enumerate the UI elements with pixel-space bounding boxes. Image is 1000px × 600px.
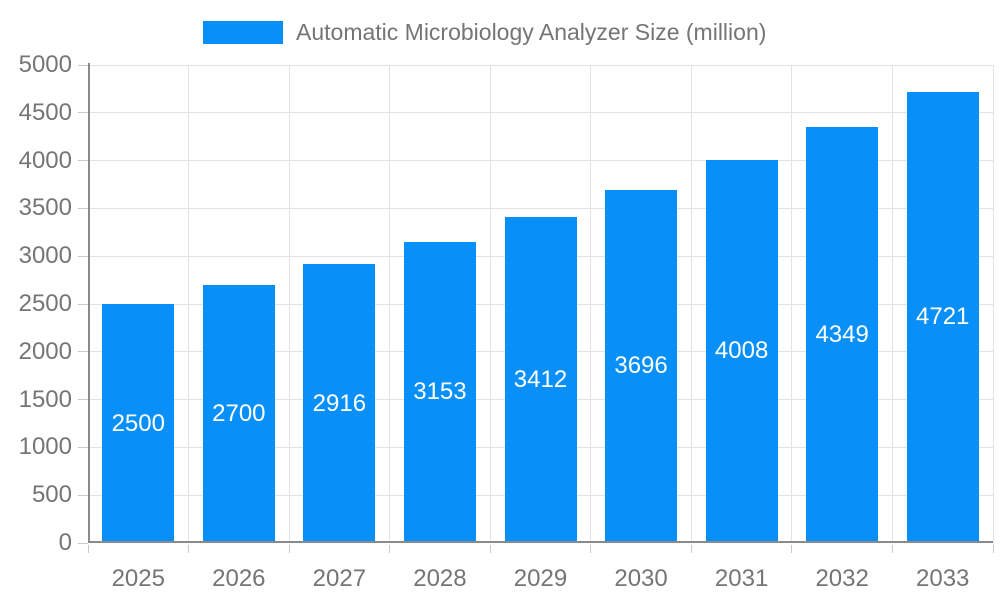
y-axis-label: 0 — [58, 529, 72, 556]
x-axis-label: 2032 — [815, 565, 869, 592]
y-axis-label: 500 — [31, 481, 72, 509]
x-axis-tick — [188, 545, 190, 553]
gridline-vertical — [690, 65, 692, 543]
gridline-horizontal — [88, 64, 993, 66]
x-axis-tick — [389, 545, 391, 553]
y-axis-label: 2000 — [18, 337, 72, 365]
legend-swatch-icon — [203, 21, 283, 44]
y-axis-label: 4000 — [18, 146, 72, 174]
gridline-horizontal — [88, 160, 993, 162]
y-axis-label: 3000 — [18, 242, 72, 270]
bar[interactable] — [102, 304, 175, 543]
bar[interactable] — [303, 264, 376, 543]
y-axis-tick — [78, 64, 88, 66]
gridline-vertical — [590, 65, 592, 543]
x-axis-label: 2033 — [916, 565, 970, 592]
y-axis-tick — [78, 160, 88, 162]
x-axis-tick — [87, 545, 89, 553]
y-axis-label: 1000 — [18, 433, 72, 461]
gridline-horizontal — [88, 112, 993, 114]
bar[interactable] — [605, 189, 678, 543]
y-axis-tick — [78, 399, 88, 401]
x-axis-label: 2025 — [111, 565, 165, 592]
x-axis-tick — [791, 545, 793, 553]
y-axis-tick — [78, 255, 88, 257]
bar[interactable] — [705, 159, 778, 543]
bar[interactable] — [906, 91, 979, 543]
x-axis-tick — [891, 545, 893, 553]
x-axis-tick — [590, 545, 592, 553]
bar[interactable] — [806, 127, 879, 543]
x-axis-label: 2029 — [513, 565, 568, 592]
y-axis-tick — [78, 542, 88, 544]
y-axis-tick — [78, 351, 88, 353]
x-axis-label: 2028 — [413, 565, 467, 592]
x-axis-tick — [288, 545, 290, 553]
chart-legend[interactable]: Automatic Microbiology Analyzer Size (mi… — [203, 19, 766, 46]
x-axis-label: 2030 — [614, 565, 668, 592]
bar[interactable] — [403, 241, 476, 543]
x-axis-label: 2026 — [212, 565, 266, 592]
y-axis-tick — [78, 446, 88, 448]
y-axis-tick — [78, 303, 88, 305]
bar[interactable] — [202, 284, 275, 543]
gridline-vertical — [188, 65, 190, 543]
bar[interactable] — [504, 216, 577, 543]
y-axis-tick — [78, 207, 88, 209]
gridline-vertical — [489, 65, 491, 543]
gridline-vertical — [992, 65, 994, 543]
x-axis-tick — [690, 545, 692, 553]
x-axis-label: 2031 — [714, 565, 769, 592]
x-axis-tick — [489, 545, 491, 553]
y-axis-label: 5000 — [18, 51, 72, 78]
legend-label: Automatic Microbiology Analyzer Size (mi… — [296, 19, 767, 45]
x-axis-label: 2027 — [312, 565, 367, 592]
y-axis-label: 2500 — [18, 290, 72, 317]
x-axis-tick — [992, 545, 994, 553]
y-axis-tick — [78, 494, 88, 496]
y-axis-label: 4500 — [18, 98, 72, 126]
gridline-vertical — [288, 65, 290, 543]
gridline-vertical — [891, 65, 893, 543]
gridline-vertical — [389, 65, 391, 543]
gridline-vertical — [791, 65, 793, 543]
y-axis-label: 1500 — [18, 385, 72, 413]
y-axis-tick — [78, 112, 88, 114]
gridline-horizontal — [88, 207, 993, 209]
y-axis-label: 3500 — [18, 194, 72, 222]
